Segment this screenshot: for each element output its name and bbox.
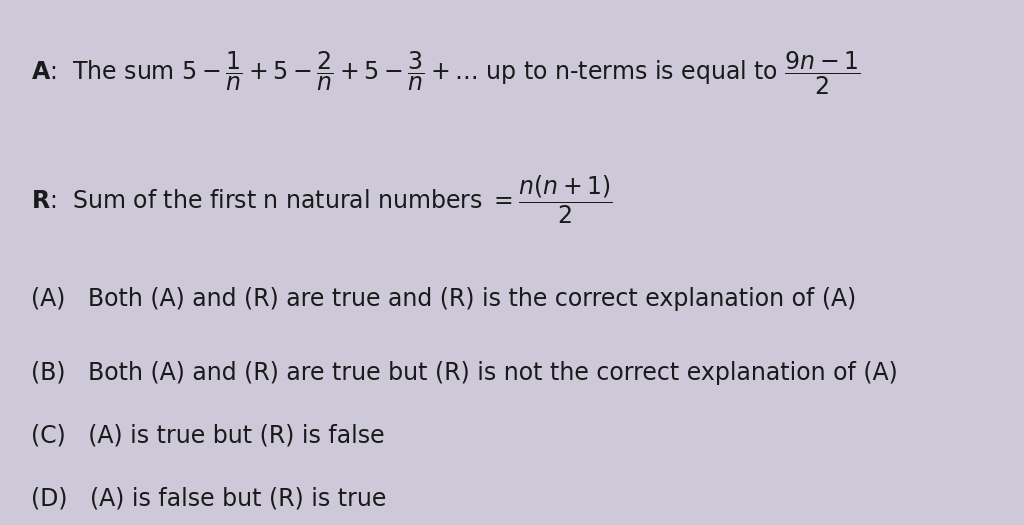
Text: (A)   Both (A) and (R) are true and (R) is the correct explanation of (A): (A) Both (A) and (R) are true and (R) is… (31, 287, 856, 311)
Text: (B)   Both (A) and (R) are true but (R) is not the correct explanation of (A): (B) Both (A) and (R) are true but (R) is… (31, 361, 897, 385)
Text: (D)   (A) is false but (R) is true: (D) (A) is false but (R) is true (31, 487, 386, 511)
Text: $\mathbf{R}$:  Sum of the first n natural numbers $=\dfrac{n(n+1)}{2}$: $\mathbf{R}$: Sum of the first n natural… (31, 173, 612, 226)
Text: $\mathbf{A}$:  The sum $5-\dfrac{1}{n}+5-\dfrac{2}{n}+5-\dfrac{3}{n}+\ldots$ up : $\mathbf{A}$: The sum $5-\dfrac{1}{n}+5-… (31, 50, 860, 97)
Text: (C)   (A) is true but (R) is false: (C) (A) is true but (R) is false (31, 424, 384, 448)
